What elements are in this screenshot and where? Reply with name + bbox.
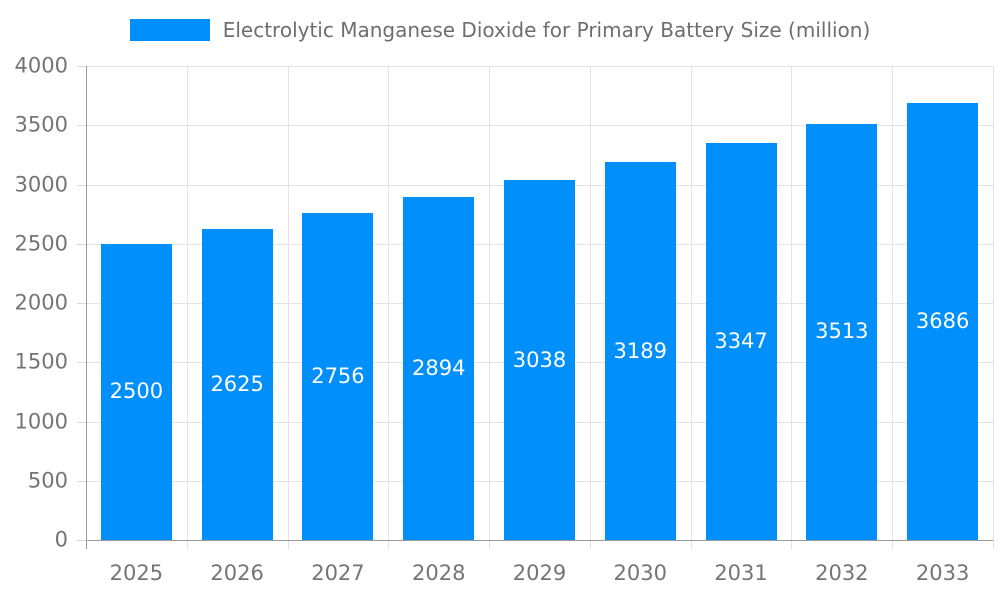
x-tick-label: 2029 [512, 561, 567, 585]
bar-value-label: 3038 [512, 347, 567, 372]
y-tick-mark [77, 362, 86, 364]
bar-2025[interactable]: 2500 [100, 243, 172, 540]
y-tick-mark [77, 243, 86, 245]
y-tick-mark [77, 184, 86, 186]
y-tick-mark [77, 66, 86, 67]
bar-value-label: 2756 [311, 364, 365, 389]
bar-value-label: 3513 [815, 319, 869, 344]
x-tick-label: 2031 [714, 561, 768, 585]
legend[interactable]: Electrolytic Manganese Dioxide for Prima… [0, 18, 1000, 42]
y-tick-label: 2000 [14, 290, 68, 315]
y-tick-label: 1500 [14, 349, 68, 374]
x-tick-label: 2027 [311, 561, 365, 585]
y-axis: 0 500 1000 1500 2000 2500 3000 3500 4000 [0, 55, 68, 550]
gridline-horizontal [86, 125, 993, 127]
y-tick-label: 4000 [14, 53, 68, 78]
bar-value-label: 2894 [411, 356, 466, 381]
y-tick-label: 3500 [14, 112, 68, 137]
bar-value-label: 3189 [613, 338, 667, 363]
y-tick-mark [77, 125, 86, 127]
bar-2031[interactable]: 3347 [705, 143, 777, 540]
y-tick-label: 3000 [14, 172, 68, 196]
x-tick-label: 2033 [915, 561, 970, 585]
plot-area: 2500 2625 2756 2894 3038 3189 3347 3513 3686 [77, 66, 994, 549]
bar-2026[interactable]: 2625 [201, 228, 273, 540]
legend-swatch [129, 19, 210, 41]
gridline-vertical [690, 66, 692, 549]
gridline-vertical [892, 66, 894, 549]
x-tick-label: 2028 [411, 561, 466, 585]
gridline-vertical [388, 66, 390, 549]
y-axis-line [86, 66, 87, 549]
x-tick-label: 2032 [815, 561, 869, 585]
y-tick-label: 2500 [14, 231, 68, 256]
gridline-vertical [791, 66, 793, 549]
bar-2029[interactable]: 3038 [503, 180, 576, 540]
gridline-vertical [589, 66, 591, 549]
y-tick-mark [77, 540, 86, 541]
x-tick-label: 2030 [613, 561, 667, 585]
gridline-vertical [489, 66, 491, 549]
x-axis-baseline [86, 540, 993, 541]
gridline-vertical [287, 66, 289, 549]
y-tick-mark [77, 303, 86, 304]
y-tick-mark [77, 480, 86, 482]
y-tick-mark [77, 421, 86, 423]
bar-2032[interactable]: 3513 [806, 123, 878, 540]
gridline-vertical [186, 66, 188, 549]
x-tick-label: 2026 [210, 561, 264, 585]
gridline-vertical [993, 66, 994, 549]
bar-value-label: 3347 [714, 329, 768, 354]
y-tick-label: 1000 [14, 409, 68, 433]
legend-label: Electrolytic Manganese Dioxide for Prima… [222, 18, 871, 42]
y-tick-label: 0 [54, 527, 68, 552]
bar-value-label: 2500 [109, 379, 164, 404]
x-axis: 2025 2026 2027 2028 2029 2030 2031 2032 2033 [86, 553, 993, 593]
bar-2030[interactable]: 3189 [604, 162, 676, 540]
bar-value-label: 3686 [915, 309, 970, 334]
bar-2033[interactable]: 3686 [907, 103, 979, 540]
bar-2028[interactable]: 2894 [403, 197, 475, 540]
bar-2027[interactable]: 2756 [302, 213, 374, 540]
y-tick-label: 500 [27, 468, 68, 493]
x-tick-label: 2025 [109, 561, 164, 585]
gridline-horizontal [86, 66, 993, 67]
bar-value-label: 2625 [210, 371, 264, 396]
